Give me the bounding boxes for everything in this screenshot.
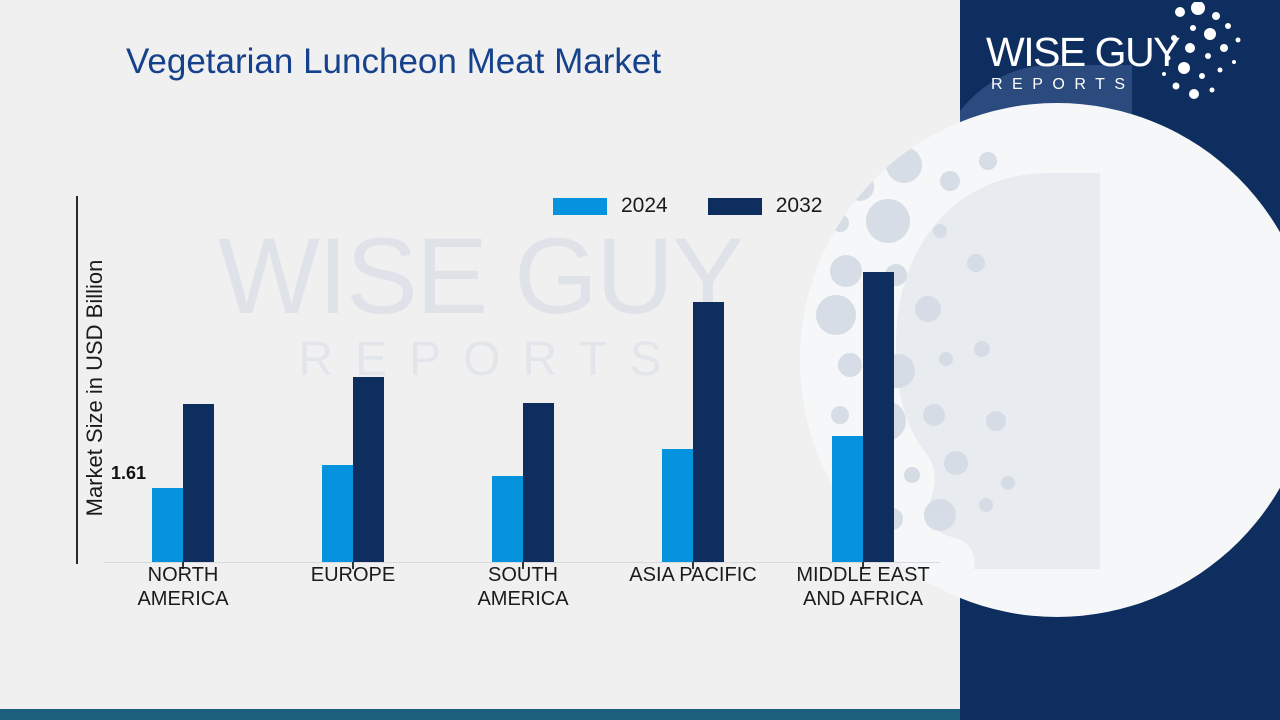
bar-2024[interactable] — [492, 476, 523, 562]
bar-group[interactable]: ASIA PACIFIC — [608, 232, 778, 586]
bar-2024[interactable] — [152, 488, 183, 562]
logo-wordmark: WISE GUY — [986, 29, 1181, 75]
y-axis-label: Market Size in USD Billion — [82, 259, 107, 517]
bar-group[interactable]: MIDDLE EAST AND AFRICA — [778, 232, 948, 610]
axis-tick — [692, 562, 694, 569]
legend-label-2024: 2024 — [621, 194, 668, 217]
category-label: EUROPE — [310, 564, 396, 586]
page-title: Vegetarian Luncheon Meat Market — [126, 42, 662, 81]
footer-strip — [0, 709, 960, 720]
bar-group[interactable]: EUROPE — [268, 232, 438, 586]
axis-tick — [352, 562, 354, 569]
brand-logo: WISE GUY REPORTS — [960, 32, 1280, 97]
legend-label-2032: 2032 — [775, 194, 823, 217]
bar-2024[interactable] — [322, 465, 353, 562]
bar-2024[interactable] — [662, 449, 693, 562]
bar-2032[interactable] — [693, 301, 724, 562]
legend-item-2032[interactable]: 2032 — [707, 194, 823, 218]
bar-2032[interactable] — [863, 271, 894, 562]
axis-tick — [522, 562, 524, 569]
logo-dot-cluster-icon — [1162, 2, 1241, 99]
legend-swatch-2024 — [553, 197, 607, 215]
legend-item-2024[interactable]: 2024 — [553, 194, 668, 218]
y-axis-line — [76, 196, 78, 564]
legend-swatch-2032 — [707, 197, 762, 215]
category-label: NORTH AMERICA — [137, 564, 229, 610]
category-label: ASIA PACIFIC — [629, 564, 757, 586]
bar-2032[interactable] — [353, 377, 384, 562]
bar-2024[interactable] — [832, 436, 863, 562]
bar-2032[interactable] — [183, 404, 214, 562]
category-label: SOUTH AMERICA — [477, 564, 569, 610]
bar-group[interactable]: SOUTH AMERICA — [438, 232, 608, 610]
plot-area: NORTH AMERICA EUROPE SOUTH AMERICA ASIA PAC… — [98, 232, 948, 610]
bar-group[interactable]: NORTH AMERICA — [98, 232, 268, 610]
chart-legend: 2024 2032 — [553, 194, 822, 218]
axis-tick — [182, 562, 184, 569]
axis-tick — [862, 562, 864, 569]
category-label: MIDDLE EAST AND AFRICA — [796, 564, 930, 610]
bar-2032[interactable] — [523, 403, 554, 562]
logo-subwordmark: REPORTS — [991, 76, 1135, 93]
